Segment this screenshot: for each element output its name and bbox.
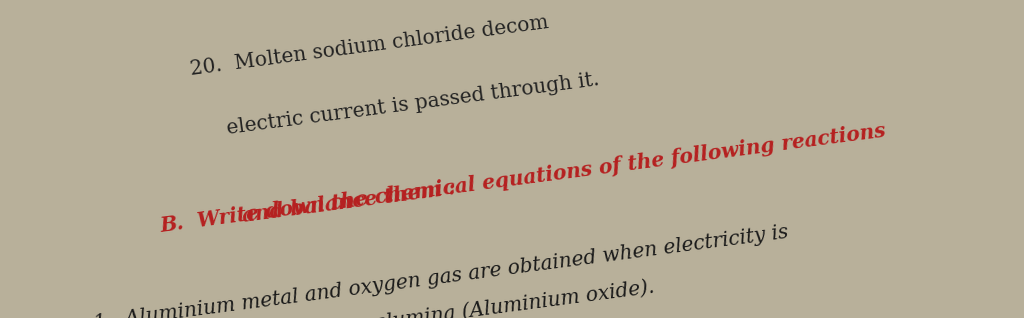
Text: passed through molten alumina (Aluminium oxide).: passed through molten alumina (Aluminium… — [133, 277, 655, 318]
Text: and balance them :: and balance them : — [241, 178, 457, 226]
Text: 20.  Molten sodium chloride decom: 20. Molten sodium chloride decom — [189, 13, 550, 79]
Text: 1.  Aluminium metal and oxygen gas are obtained when electricity is: 1. Aluminium metal and oxygen gas are ob… — [92, 223, 790, 318]
Text: B.  Write down the chemical equations of the following reactions: B. Write down the chemical equations of … — [159, 121, 887, 236]
Text: electric current is passed through it.: electric current is passed through it. — [225, 70, 600, 138]
